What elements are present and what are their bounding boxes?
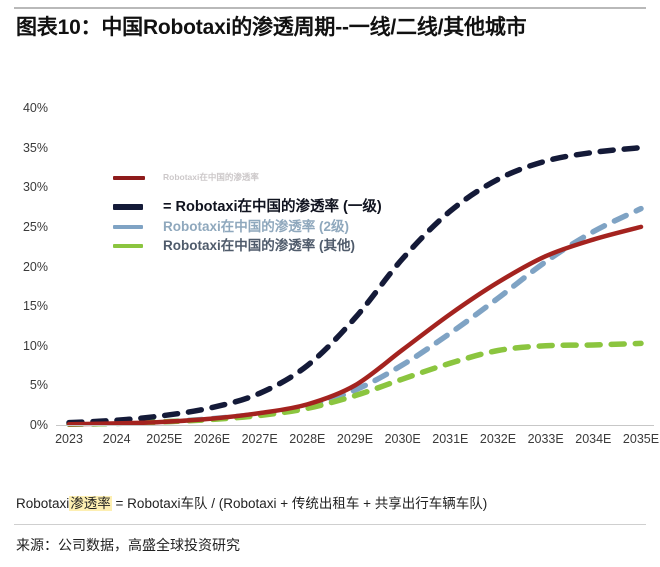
x-axis-tick-label: 2031E [432, 432, 469, 446]
x-axis-tick-label: 2034E [575, 432, 612, 446]
legend-swatch-tier1 [113, 204, 143, 211]
legend-item-other: Robotaxi在中国的渗透率 (其他) [113, 238, 413, 254]
y-axis-tick-label: 15% [22, 299, 48, 314]
x-axis-tick-label: 2025E [146, 432, 183, 446]
y-axis-tick-label: 35% [22, 140, 48, 155]
series-line [66, 144, 644, 426]
y-axis-tick-label: 40% [22, 101, 48, 115]
legend-item-tier1: = Robotaxi在中国的渗透率 (一级) [113, 199, 413, 217]
x-axis-tick-label: 2035E [622, 432, 660, 446]
chart-legend: Robotaxi在中国的渗透率 = Robotaxi在中国的渗透率 (一级) R… [113, 172, 413, 256]
x-axis-tick-label: 2027E [241, 432, 278, 446]
series-lines [66, 144, 644, 427]
x-axis-tick-label: 2033E [527, 432, 564, 446]
footnote-highlight: 渗透率 [69, 496, 112, 511]
x-axis-tick-label: 2030E [384, 432, 421, 446]
y-axis-tick-label: 30% [22, 180, 48, 195]
legend-swatch-other [113, 243, 143, 248]
x-axis-labels: 2023 2024 2025E 2026E 2027E 2028E 2029E 2030E 20… [55, 430, 659, 452]
legend-item-tier2: Robotaxi在中国的渗透率 (2级) [113, 219, 413, 235]
y-axis-tick-label: 0% [29, 418, 48, 432]
y-axis-tick-label: 10% [22, 338, 48, 353]
legend-label-other: Robotaxi在中国的渗透率 (其他) [163, 237, 355, 253]
legend-item-overall: Robotaxi在中国的渗透率 [113, 172, 413, 182]
legend-label-tier2: Robotaxi在中国的渗透率 (2级) [163, 219, 350, 235]
x-axis-tick-label: 2023 [55, 432, 83, 446]
y-axis-labels: 0% 5% 10% 15% 20% 25% 30% 35% 40% [0, 101, 52, 432]
legend-swatch-overall [113, 176, 145, 180]
x-axis-line [56, 425, 654, 426]
y-axis-tick-label: 5% [29, 378, 48, 393]
footer-divider [14, 524, 646, 525]
x-axis-tick-label: 2026E [193, 432, 231, 446]
source-note: 来源：公司数据，高盛全球投资研究 [16, 537, 240, 553]
footnote-pre: Robotaxi [16, 496, 70, 511]
legend-label-tier1: = Robotaxi在中国的渗透率 (一级) [163, 199, 382, 216]
x-axis-tick-label: 2028E [289, 432, 326, 446]
chart-container: 0% 5% 10% 15% 20% 25% 30% 35% 40% 2023 2024 2025E 2… [0, 101, 660, 453]
top-divider [14, 7, 646, 9]
page-title: 图表10：中国Robotaxi的渗透周期--一线/二线/其他城市 [16, 16, 527, 39]
legend-swatch-tier2 [113, 225, 143, 230]
footnote-post: = Robotaxi车队 / (Robotaxi + 传统出租车 + 共享出行车… [111, 496, 488, 511]
x-axis-tick-label: 2024 [102, 432, 131, 446]
series-line [66, 224, 644, 427]
legend-label-overall: Robotaxi在中国的渗透率 [163, 172, 259, 182]
x-axis-tick-label: 2032E [479, 432, 517, 446]
plot-area [56, 108, 654, 428]
x-axis-tick-label: 2029E [336, 432, 374, 446]
y-axis-tick-label: 25% [22, 219, 48, 234]
footnote: Robotaxi渗透率 = Robotaxi车队 / (Robotaxi + 传… [16, 495, 646, 513]
y-axis-tick-label: 20% [22, 259, 48, 274]
